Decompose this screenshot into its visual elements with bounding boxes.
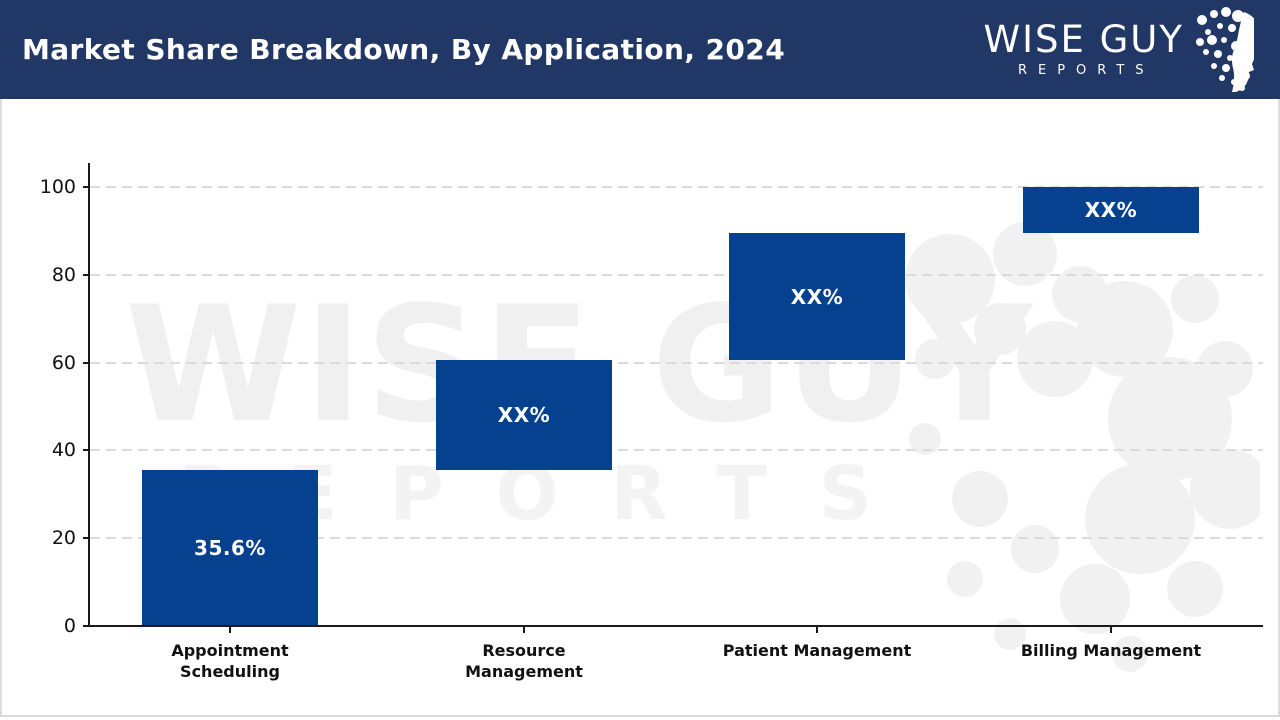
gridline <box>90 361 1263 364</box>
bar-appointment-scheduling: 35.6% <box>142 469 318 626</box>
right-border-rule <box>1278 99 1280 717</box>
chart-title: Market Share Breakdown, By Application, … <box>22 33 786 66</box>
y-tick-mark <box>83 537 90 540</box>
y-tick-mark <box>83 361 90 364</box>
bar-value-label: 35.6% <box>194 535 266 560</box>
bar-patient-management: XX% <box>729 233 905 360</box>
logo-sub-text: REPORTS <box>1017 63 1155 78</box>
plot-area: WISE GUY REPORTS 0 20 40 60 80 100 35.6% XX% XX%… <box>0 99 1280 716</box>
bottom-border-rule <box>0 715 1280 717</box>
logo-brand-text: WISE GUY <box>983 18 1184 61</box>
bar-value-label: XX% <box>790 284 844 309</box>
x-tick-mark <box>229 627 231 633</box>
y-tick-label: 40 <box>51 439 76 462</box>
category-label: Billing Management <box>1020 641 1202 660</box>
bar-value-label: XX% <box>1084 198 1138 223</box>
x-tick-mark <box>1110 627 1112 633</box>
logo-text: WISE GUY REPORTS <box>984 21 1184 78</box>
y-tick-mark <box>83 273 90 276</box>
gridline <box>90 186 1263 188</box>
gridline <box>90 273 1263 276</box>
left-border-rule <box>0 99 2 717</box>
category-label: Appointment Scheduling <box>171 641 289 681</box>
y-tick-mark <box>83 186 90 188</box>
y-tick-label: 0 <box>63 615 76 637</box>
y-tick-mark <box>83 449 90 452</box>
y-tick-label: 60 <box>51 351 76 374</box>
bar-value-label: XX% <box>497 402 551 427</box>
gridline <box>90 449 1263 452</box>
wise-guy-logo: WISE GUY REPORTS <box>984 6 1254 94</box>
y-tick-label: 100 <box>39 176 76 198</box>
y-tick-label: 20 <box>51 527 76 550</box>
logo-head-icon <box>1196 6 1254 92</box>
bar-resource-management: XX% <box>436 359 612 470</box>
header-band: Market Share Breakdown, By Application, … <box>0 0 1280 99</box>
category-label: Resource Management <box>465 641 583 681</box>
watermark-head-icon <box>905 222 1260 672</box>
bar-billing-management: XX% <box>1023 187 1199 234</box>
x-tick-mark <box>816 627 818 633</box>
x-tick-mark <box>523 627 525 633</box>
y-axis-line <box>88 163 90 627</box>
x-axis-line <box>88 625 1263 627</box>
y-tick-mark <box>83 625 90 627</box>
y-tick-label: 80 <box>51 263 76 286</box>
gridline <box>90 537 1263 540</box>
category-label: Patient Management <box>722 641 912 660</box>
